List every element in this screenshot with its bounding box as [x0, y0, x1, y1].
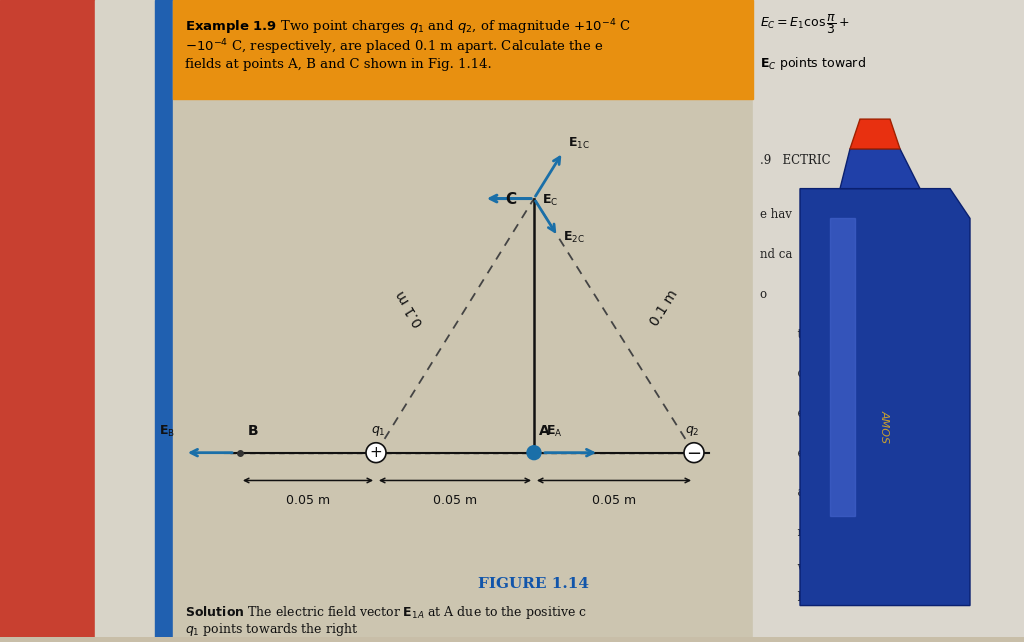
Text: nd ca    represer: nd ca represer — [760, 248, 859, 261]
Text: 0.05 m: 0.05 m — [433, 494, 477, 507]
Text: $q_1$: $q_1$ — [371, 424, 385, 438]
Text: ely: ely — [760, 447, 815, 460]
Text: 0.05 m: 0.05 m — [592, 494, 636, 507]
Text: 0.1 m: 0.1 m — [393, 288, 426, 329]
Text: $\mathbf{E}_\mathsf{B}$: $\mathbf{E}_\mathsf{B}$ — [159, 424, 175, 439]
Bar — [173, 0, 753, 638]
Text: $\mathbf{E}_\mathsf{C}$: $\mathbf{E}_\mathsf{C}$ — [542, 193, 558, 207]
Circle shape — [366, 443, 386, 463]
Text: $\mathbf{Example\ 1.9}$ Two point charges $q_1$ and $q_2$, of magnitude $+10^{-4: $\mathbf{Example\ 1.9}$ Two point charge… — [185, 18, 631, 37]
Text: he c: he c — [760, 591, 822, 603]
Bar — [0, 0, 95, 638]
Text: fields at points A, B and C shown in Fig. 1.14.: fields at points A, B and C shown in Fig… — [185, 58, 492, 71]
Text: $q_2$: $q_2$ — [685, 424, 699, 438]
Text: FIGURE 1.14: FIGURE 1.14 — [478, 577, 590, 591]
Circle shape — [684, 443, 705, 463]
Text: A: A — [539, 424, 550, 438]
Bar — [155, 0, 173, 638]
Text: $\mathbf{E}_C$ points toward: $\mathbf{E}_C$ points toward — [760, 55, 866, 72]
Text: 0.1 m: 0.1 m — [647, 288, 681, 329]
Text: arg: arg — [760, 487, 817, 499]
Text: $\mathbf{E}_\mathsf{1C}$: $\mathbf{E}_\mathsf{1C}$ — [568, 136, 590, 152]
Text: tors: tors — [760, 327, 821, 341]
Text: .9   ECTRIC: .9 ECTRIC — [760, 154, 830, 167]
Text: opo: opo — [760, 367, 819, 380]
Text: e th: e th — [760, 407, 820, 420]
Bar — [95, 0, 160, 638]
Text: AMOS: AMOS — [880, 410, 890, 444]
Text: e hav    udied ele: e hav udied ele — [760, 209, 861, 221]
Text: +: + — [370, 445, 382, 460]
Text: $-10^{-4}$ C, respectively, are placed 0.1 m apart. Calculate the e: $-10^{-4}$ C, respectively, are placed 0… — [185, 38, 604, 57]
Text: C: C — [505, 191, 516, 207]
Text: rigi: rigi — [760, 526, 818, 539]
Text: ws: ws — [760, 561, 813, 574]
Text: −: − — [686, 445, 701, 463]
Bar — [173, 0, 753, 100]
Text: o         char: o char — [760, 288, 827, 301]
Text: B: B — [248, 424, 259, 438]
Text: 0.05 m: 0.05 m — [286, 494, 330, 507]
Polygon shape — [850, 119, 900, 149]
Text: $\mathbf{Solution}$ The electric field vector $\mathbf{E}_{1A}$ at A due to the : $\mathbf{Solution}$ The electric field v… — [185, 603, 587, 621]
Bar — [830, 218, 855, 516]
Polygon shape — [840, 149, 920, 189]
Bar — [753, 0, 1024, 638]
Text: $E_C = E_1\cos\dfrac{\pi}{3} + $: $E_C = E_1\cos\dfrac{\pi}{3} + $ — [760, 12, 850, 36]
Text: $q_1$ points towards the right: $q_1$ points towards the right — [185, 621, 358, 638]
Text: $\mathbf{E}_\mathsf{2C}$: $\mathbf{E}_\mathsf{2C}$ — [563, 230, 585, 245]
Text: $\mathbf{E}_\mathsf{A}$: $\mathbf{E}_\mathsf{A}$ — [546, 424, 562, 439]
Polygon shape — [800, 189, 970, 605]
Circle shape — [527, 446, 541, 460]
